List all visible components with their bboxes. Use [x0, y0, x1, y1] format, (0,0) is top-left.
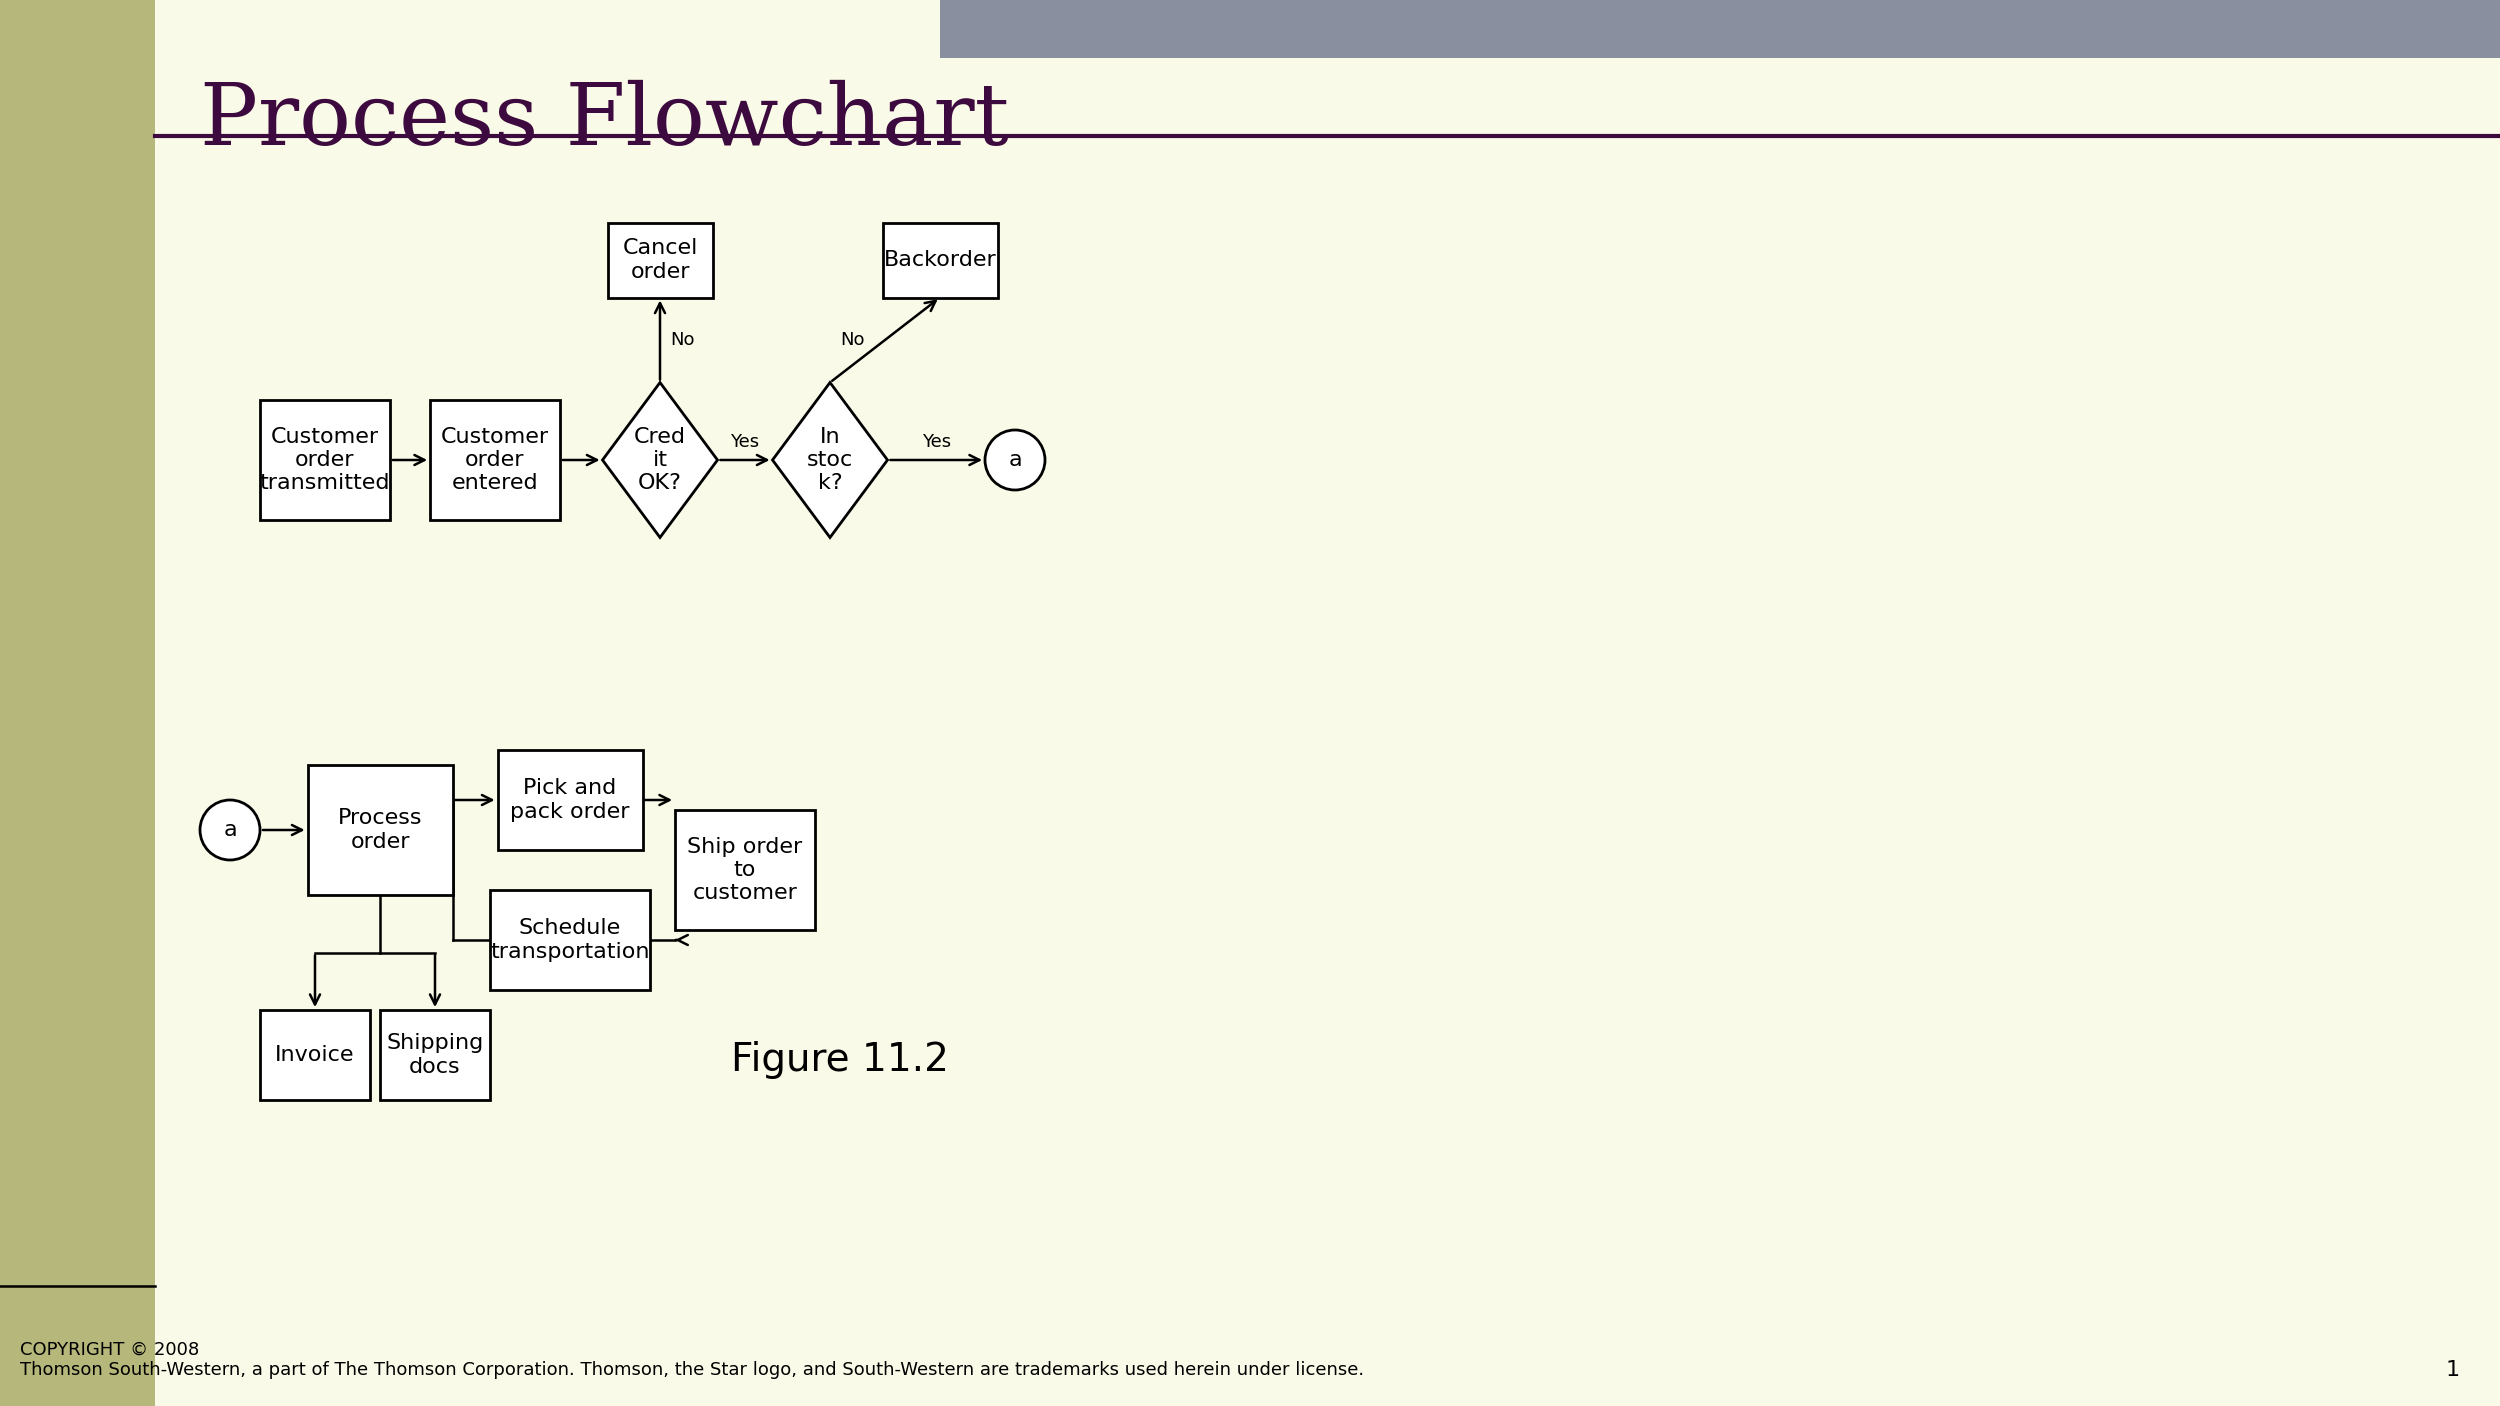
- Text: Shipping
docs: Shipping docs: [388, 1033, 482, 1077]
- Text: Process
order: Process order: [338, 808, 422, 852]
- Text: Invoice: Invoice: [275, 1045, 355, 1064]
- Bar: [260, 399, 390, 520]
- Bar: [498, 749, 642, 851]
- Bar: [430, 399, 560, 520]
- Circle shape: [200, 800, 260, 860]
- Text: Schedule
transportation: Schedule transportation: [490, 918, 650, 962]
- Text: Figure 11.2: Figure 11.2: [730, 1040, 950, 1078]
- Bar: [608, 222, 712, 298]
- Bar: [940, 0, 2500, 58]
- Bar: [675, 810, 815, 929]
- Text: Process Flowchart: Process Flowchart: [200, 80, 1010, 163]
- Circle shape: [985, 430, 1045, 491]
- Text: COPYRIGHT © 2008
Thomson South-Western, a part of The Thomson Corporation. Thoms: COPYRIGHT © 2008 Thomson South-Western, …: [20, 1340, 1365, 1379]
- Text: 1: 1: [2445, 1360, 2460, 1381]
- Text: Pick and
pack order: Pick and pack order: [510, 779, 630, 821]
- Polygon shape: [772, 382, 888, 537]
- Text: Customer
order
transmitted: Customer order transmitted: [260, 427, 390, 494]
- Bar: [308, 765, 452, 896]
- Text: No: No: [840, 330, 865, 349]
- Text: In
stoc
k?: In stoc k?: [808, 427, 852, 494]
- Bar: [882, 222, 998, 298]
- Text: No: No: [670, 330, 695, 349]
- Text: a: a: [222, 820, 238, 839]
- Text: Ship order
to
customer: Ship order to customer: [688, 837, 802, 903]
- Text: Yes: Yes: [730, 433, 760, 451]
- Text: Cred
it
OK?: Cred it OK?: [635, 427, 685, 494]
- Bar: [260, 1010, 370, 1099]
- Text: Yes: Yes: [922, 433, 950, 451]
- Text: a: a: [1008, 450, 1022, 470]
- Text: Cancel
order: Cancel order: [622, 239, 698, 281]
- Text: Customer
order
entered: Customer order entered: [440, 427, 550, 494]
- Text: Backorder: Backorder: [882, 250, 998, 270]
- Polygon shape: [602, 382, 718, 537]
- Bar: [0, 0, 155, 1406]
- Bar: [380, 1010, 490, 1099]
- Bar: [490, 890, 650, 990]
